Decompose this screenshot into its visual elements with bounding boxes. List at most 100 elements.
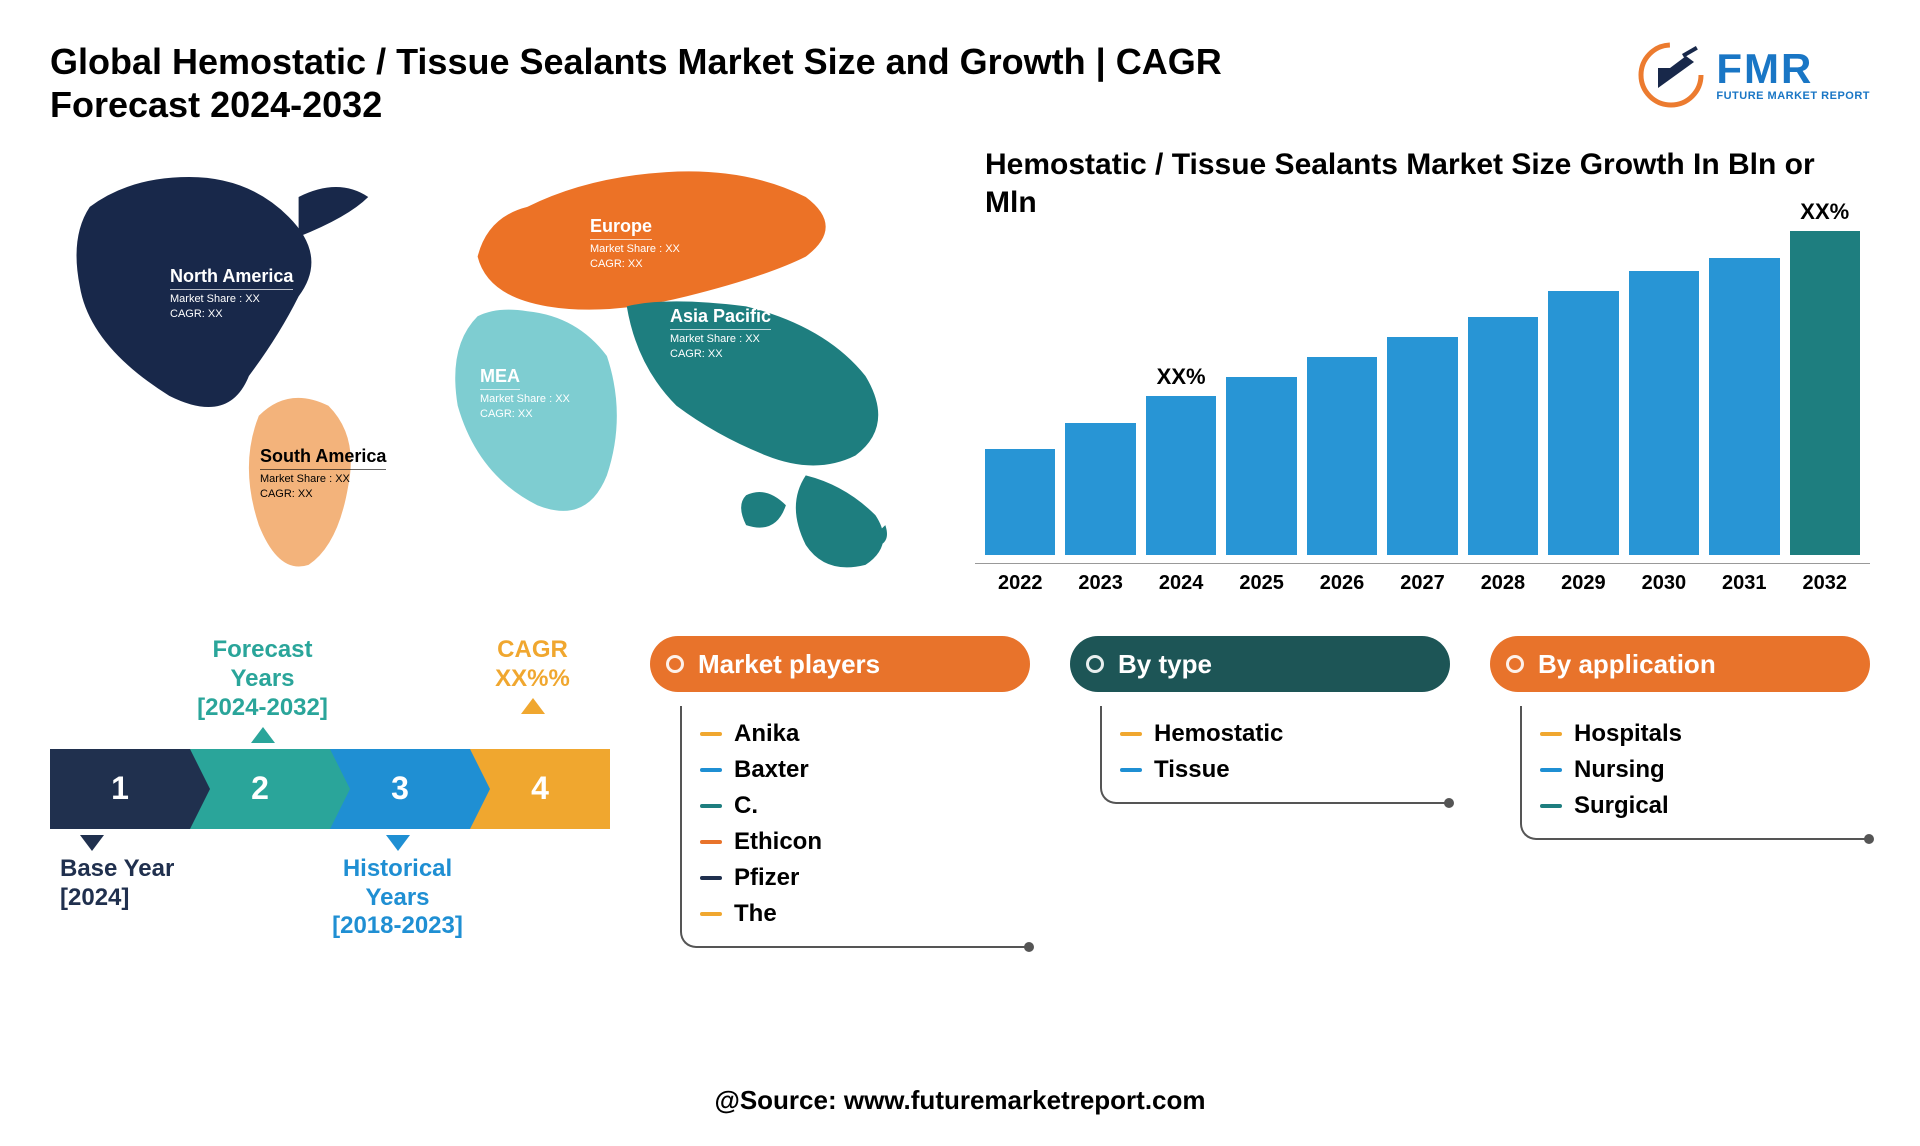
forecast-years-label: Forecast Years [2024-2032]: [195, 636, 330, 742]
list-item: C.: [700, 788, 1030, 824]
timeline-segment: 1: [50, 749, 190, 829]
tick-icon: [1540, 768, 1562, 772]
list-item: Hemostatic: [1120, 716, 1450, 752]
tick-icon: [700, 876, 722, 880]
bar-column: [1226, 377, 1296, 555]
triangle-up-icon: [521, 698, 545, 714]
list-item-label: Ethicon: [734, 828, 822, 856]
bar-column: [985, 449, 1055, 555]
list-item: Pfizer: [700, 860, 1030, 896]
bar: [1226, 377, 1296, 555]
logo-subtitle: FUTURE MARKET REPORT: [1716, 90, 1870, 102]
timeline-segment: 2: [190, 749, 330, 829]
historical-years-label: Historical Years [2018-2023]: [330, 835, 465, 941]
x-axis-label: 2029: [1548, 572, 1618, 595]
chart-canvas: XX% XX%: [975, 231, 1870, 563]
tick-icon: [700, 732, 722, 736]
x-axis-label: 2024: [1146, 572, 1216, 595]
logo-brand: FMR: [1716, 48, 1870, 90]
list-item: Ethicon: [700, 824, 1030, 860]
x-axis-label: 2031: [1709, 572, 1779, 595]
bar: [1146, 396, 1216, 554]
by-application-list: HospitalsNursingSurgical: [1520, 706, 1870, 840]
tick-icon: [1540, 732, 1562, 736]
list-item: Nursing: [1540, 752, 1870, 788]
list-item-label: Hemostatic: [1154, 720, 1283, 748]
triangle-up-icon: [251, 727, 275, 743]
bar: [1709, 258, 1779, 555]
x-axis-label: 2022: [985, 572, 1055, 595]
market-players-list: Anika Baxter C. Ethicon Pfizer The: [680, 706, 1030, 948]
x-axis-label: 2025: [1226, 572, 1296, 595]
x-axis-label: 2030: [1629, 572, 1699, 595]
bar-column: [1307, 357, 1377, 555]
tick-icon: [1540, 804, 1562, 808]
chart-x-labels: 2022 2023 2024 2025 2026 2027 2028 2029 2030 2031…: [975, 564, 1870, 595]
bar: [1468, 317, 1538, 555]
page-title: Global Hemostatic / Tissue Sealants Mark…: [50, 40, 1250, 126]
list-item: The: [700, 896, 1030, 932]
tick-icon: [700, 768, 722, 772]
list-item: Tissue: [1120, 752, 1450, 788]
logo: FMR FUTURE MARKET REPORT: [1636, 40, 1870, 110]
bar-annotation: XX%: [1800, 199, 1849, 225]
list-item-label: Baxter: [734, 756, 809, 784]
bar-annotation: XX%: [1157, 364, 1206, 390]
header: Global Hemostatic / Tissue Sealants Mark…: [50, 40, 1870, 126]
region-europe: Europe Market Share : XX CAGR: XX: [590, 216, 680, 271]
list-item-label: Tissue: [1154, 756, 1230, 784]
market-players-block: Market players AnikaBaxterC.EthiconPfize…: [650, 636, 1030, 948]
base-year-label: Base Year [2024]: [60, 835, 195, 941]
bar-column: XX%: [1790, 231, 1860, 554]
tick-icon: [700, 804, 722, 808]
world-map: North America Market Share : XX CAGR: XX…: [50, 146, 945, 586]
list-item-label: Hospitals: [1574, 720, 1682, 748]
source-attribution: @Source: www.futuremarketreport.com: [0, 1085, 1920, 1116]
list-item: Baxter: [700, 752, 1030, 788]
bar-column: [1629, 271, 1699, 555]
bar-chart-area: Hemostatic / Tissue Sealants Market Size…: [975, 146, 1870, 586]
bar: [1629, 271, 1699, 555]
region-asia-pacific: Asia Pacific Market Share : XX CAGR: XX: [670, 306, 771, 361]
timeline-segment: 3: [330, 749, 470, 829]
by-type-header: By type: [1070, 636, 1450, 692]
timeline-bar: 1234: [50, 749, 610, 829]
by-application-block: By application HospitalsNursingSurgical: [1490, 636, 1870, 840]
timeline: Forecast Years [2024-2032] CAGR XX%% 123…: [50, 636, 610, 941]
bar: [1790, 231, 1860, 554]
tick-icon: [1120, 768, 1142, 772]
bar-column: [1468, 317, 1538, 555]
logo-icon: [1636, 40, 1706, 110]
triangle-down-icon: [80, 835, 104, 851]
tick-icon: [700, 912, 722, 916]
bar-column: [1065, 423, 1135, 555]
list-item: Anika: [700, 716, 1030, 752]
region-north-america: North America Market Share : XX CAGR: XX: [170, 266, 293, 321]
region-mea: MEA Market Share : XX CAGR: XX: [480, 366, 570, 421]
bar: [1065, 423, 1135, 555]
list-item-label: Nursing: [1574, 756, 1665, 784]
bullet-icon: [1086, 655, 1104, 673]
list-item-label: Pfizer: [734, 864, 799, 892]
x-axis-label: 2023: [1065, 572, 1135, 595]
region-south-america: South America Market Share : XX CAGR: XX: [260, 446, 386, 501]
bar-column: [1709, 258, 1779, 555]
bar: [1307, 357, 1377, 555]
triangle-down-icon: [386, 835, 410, 851]
chart-title: Hemostatic / Tissue Sealants Market Size…: [975, 146, 1870, 221]
tick-icon: [700, 840, 722, 844]
bar: [985, 449, 1055, 555]
x-axis-label: 2026: [1307, 572, 1377, 595]
x-axis-label: 2028: [1468, 572, 1538, 595]
cagr-label: CAGR XX%%: [465, 636, 600, 742]
bullet-icon: [666, 655, 684, 673]
x-axis-label: 2027: [1387, 572, 1457, 595]
by-type-list: Hemostatic Tissue: [1100, 706, 1450, 804]
bullet-icon: [1506, 655, 1524, 673]
list-item-label: C.: [734, 792, 758, 820]
bar-column: [1387, 337, 1457, 555]
list-item: Hospitals: [1540, 716, 1870, 752]
bar-column: XX%: [1146, 396, 1216, 554]
tick-icon: [1120, 732, 1142, 736]
list-item-label: The: [734, 900, 777, 928]
